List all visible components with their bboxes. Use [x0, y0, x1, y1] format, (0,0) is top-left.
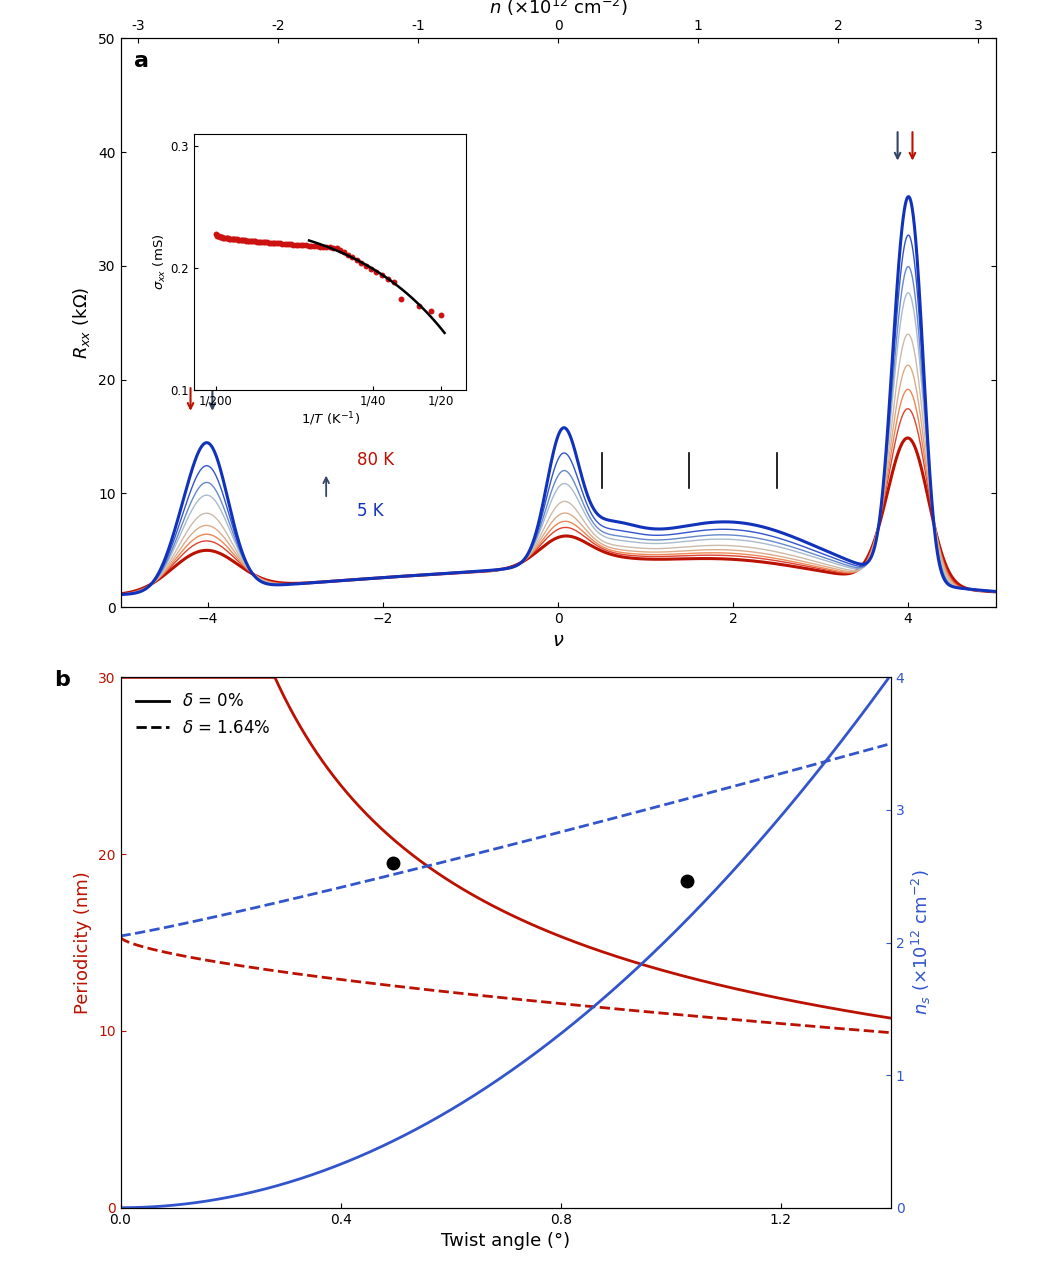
Point	[218, 227, 235, 248]
Point	[328, 238, 345, 258]
Point	[325, 238, 342, 258]
Y-axis label: Periodicity (nm): Periodicity (nm)	[74, 872, 92, 1013]
Point	[309, 236, 326, 257]
Point	[281, 234, 298, 254]
Point	[213, 227, 230, 248]
Text: b: b	[54, 670, 70, 690]
Point	[363, 259, 379, 280]
Point	[214, 227, 231, 248]
Point	[344, 247, 361, 267]
Point	[411, 295, 428, 316]
Point	[268, 233, 285, 253]
Point	[348, 250, 365, 271]
Point	[357, 256, 374, 276]
Point	[252, 231, 268, 252]
Point	[353, 253, 370, 273]
Point	[379, 268, 396, 289]
Y-axis label: $n_s$ ($\times$10$^{12}$ cm$^{-2}$): $n_s$ ($\times$10$^{12}$ cm$^{-2}$)	[910, 869, 933, 1016]
Point	[224, 229, 241, 249]
Text: 80 K: 80 K	[356, 451, 394, 469]
Point	[217, 227, 234, 248]
Point	[318, 236, 334, 257]
Point	[279, 234, 296, 254]
Point	[215, 227, 232, 248]
Point	[245, 231, 262, 252]
Point	[241, 230, 258, 250]
Point	[298, 235, 314, 256]
Point	[294, 235, 311, 256]
Point	[216, 227, 233, 248]
Point	[238, 230, 255, 250]
Text: a: a	[134, 51, 149, 70]
Point	[285, 234, 302, 254]
X-axis label: $n$ ($\times$10$^{12}$ cm$^{-2}$): $n$ ($\times$10$^{12}$ cm$^{-2}$)	[488, 0, 628, 18]
Point	[255, 231, 271, 252]
Point	[275, 234, 291, 254]
Point	[254, 231, 270, 252]
Point	[220, 229, 237, 249]
Point	[257, 233, 274, 253]
Point	[287, 234, 304, 254]
Point	[303, 235, 320, 256]
Point	[231, 230, 247, 250]
Point	[235, 230, 252, 250]
Point	[266, 233, 283, 253]
Text: 5 K: 5 K	[356, 502, 384, 520]
Point	[314, 236, 331, 257]
Point	[225, 229, 242, 249]
Y-axis label: $\sigma_{xx}$ (mS): $\sigma_{xx}$ (mS)	[152, 234, 168, 290]
Point	[277, 234, 293, 254]
Point	[230, 230, 246, 250]
Point	[227, 229, 244, 249]
Point	[272, 234, 289, 254]
Point	[244, 231, 261, 252]
Point	[262, 233, 279, 253]
Point	[259, 233, 276, 253]
Point	[270, 233, 287, 253]
Point	[208, 224, 224, 244]
Point	[311, 236, 328, 257]
Legend: $\delta$ = 0%, $\delta$ = 1.64%: $\delta$ = 0%, $\delta$ = 1.64%	[129, 686, 278, 744]
Point	[290, 235, 307, 256]
Point	[209, 225, 225, 245]
Point	[210, 226, 226, 247]
Point	[223, 229, 240, 249]
Point	[211, 226, 227, 247]
Point	[212, 226, 228, 247]
Point	[322, 238, 339, 258]
Point	[340, 244, 356, 265]
X-axis label: $\nu$: $\nu$	[552, 631, 564, 651]
Point	[423, 300, 440, 321]
X-axis label: $1/T$ (K$^{-1}$): $1/T$ (K$^{-1}$)	[301, 410, 359, 428]
Point	[221, 229, 238, 249]
Point	[233, 230, 249, 250]
Point	[306, 236, 323, 257]
Point	[292, 235, 309, 256]
Point	[374, 265, 391, 285]
Point	[234, 230, 250, 250]
Point	[264, 233, 281, 253]
Point	[335, 242, 352, 262]
Point	[300, 235, 316, 256]
Point	[393, 289, 410, 309]
Point	[332, 239, 349, 259]
Point	[250, 231, 267, 252]
Point	[283, 234, 300, 254]
Point	[239, 230, 256, 250]
Y-axis label: $R_{xx}$ (k$\Omega$): $R_{xx}$ (k$\Omega$)	[71, 286, 92, 359]
Point	[247, 231, 264, 252]
Point	[242, 231, 259, 252]
Point	[228, 229, 245, 249]
Point	[248, 231, 265, 252]
X-axis label: Twist angle (°): Twist angle (°)	[441, 1232, 570, 1250]
Point	[386, 271, 402, 291]
Point	[222, 229, 239, 249]
Point	[237, 230, 254, 250]
Point	[368, 262, 385, 282]
Point	[261, 233, 278, 253]
Point	[433, 304, 450, 325]
